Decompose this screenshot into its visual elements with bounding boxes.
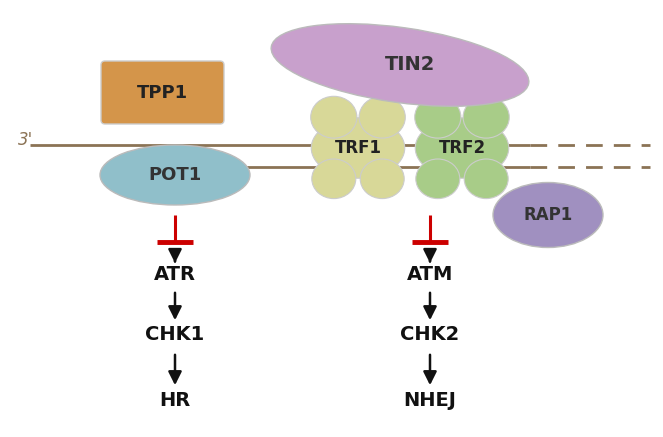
Text: CHK1: CHK1 [145,326,205,344]
Ellipse shape [464,159,509,198]
FancyBboxPatch shape [101,61,224,124]
Ellipse shape [359,96,405,138]
Ellipse shape [311,118,404,178]
Text: 5': 5' [218,164,232,180]
Ellipse shape [100,145,250,205]
Text: TPP1: TPP1 [137,83,188,101]
Ellipse shape [416,159,460,198]
Text: TIN2: TIN2 [385,55,435,74]
Text: 3': 3' [18,131,33,149]
Ellipse shape [311,96,357,138]
Ellipse shape [414,96,461,138]
Ellipse shape [415,118,509,178]
Ellipse shape [360,159,404,198]
Ellipse shape [312,159,356,198]
Ellipse shape [493,183,603,247]
Text: TRF2: TRF2 [438,139,485,157]
Text: HR: HR [159,391,191,409]
Text: POT1: POT1 [149,166,202,184]
Ellipse shape [463,96,509,138]
Text: NHEJ: NHEJ [404,391,456,409]
Text: ATR: ATR [154,266,196,284]
Text: TRF1: TRF1 [335,139,381,157]
Text: ATM: ATM [407,266,453,284]
Text: RAP1: RAP1 [523,206,573,224]
Text: CHK2: CHK2 [400,326,459,344]
Ellipse shape [271,24,529,106]
